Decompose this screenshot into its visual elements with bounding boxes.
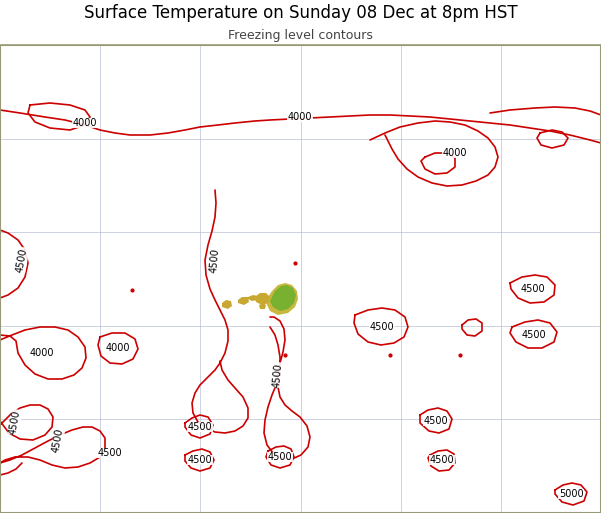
Text: 4500: 4500 [15, 247, 29, 273]
Text: 4000: 4000 [30, 348, 54, 358]
Polygon shape [248, 295, 258, 301]
Text: 4500: 4500 [188, 422, 212, 432]
Polygon shape [222, 300, 232, 309]
Text: 4500: 4500 [430, 455, 454, 465]
Text: 4500: 4500 [522, 330, 546, 340]
Text: 4000: 4000 [73, 118, 97, 128]
Text: 4500: 4500 [424, 416, 448, 426]
Text: 4500: 4500 [8, 409, 22, 435]
Text: 4500: 4500 [188, 455, 212, 465]
Text: 4500: 4500 [209, 247, 221, 273]
Text: 5000: 5000 [559, 489, 584, 499]
Text: 4500: 4500 [51, 427, 65, 453]
Text: 4000: 4000 [106, 343, 130, 353]
Polygon shape [266, 283, 298, 315]
Polygon shape [270, 285, 296, 311]
Text: 4500: 4500 [370, 322, 394, 332]
Text: 4500: 4500 [272, 362, 284, 388]
Polygon shape [238, 297, 249, 305]
Text: 4500: 4500 [98, 448, 123, 458]
Text: 4500: 4500 [267, 452, 292, 462]
Text: 4500: 4500 [520, 284, 545, 294]
Text: 4000: 4000 [443, 148, 467, 158]
Text: Freezing level contours: Freezing level contours [228, 29, 373, 42]
Text: 4000: 4000 [288, 112, 313, 122]
Text: Surface Temperature on Sunday 08 Dec at 8pm HST: Surface Temperature on Sunday 08 Dec at … [84, 4, 517, 22]
Polygon shape [259, 303, 266, 309]
Polygon shape [255, 293, 270, 305]
